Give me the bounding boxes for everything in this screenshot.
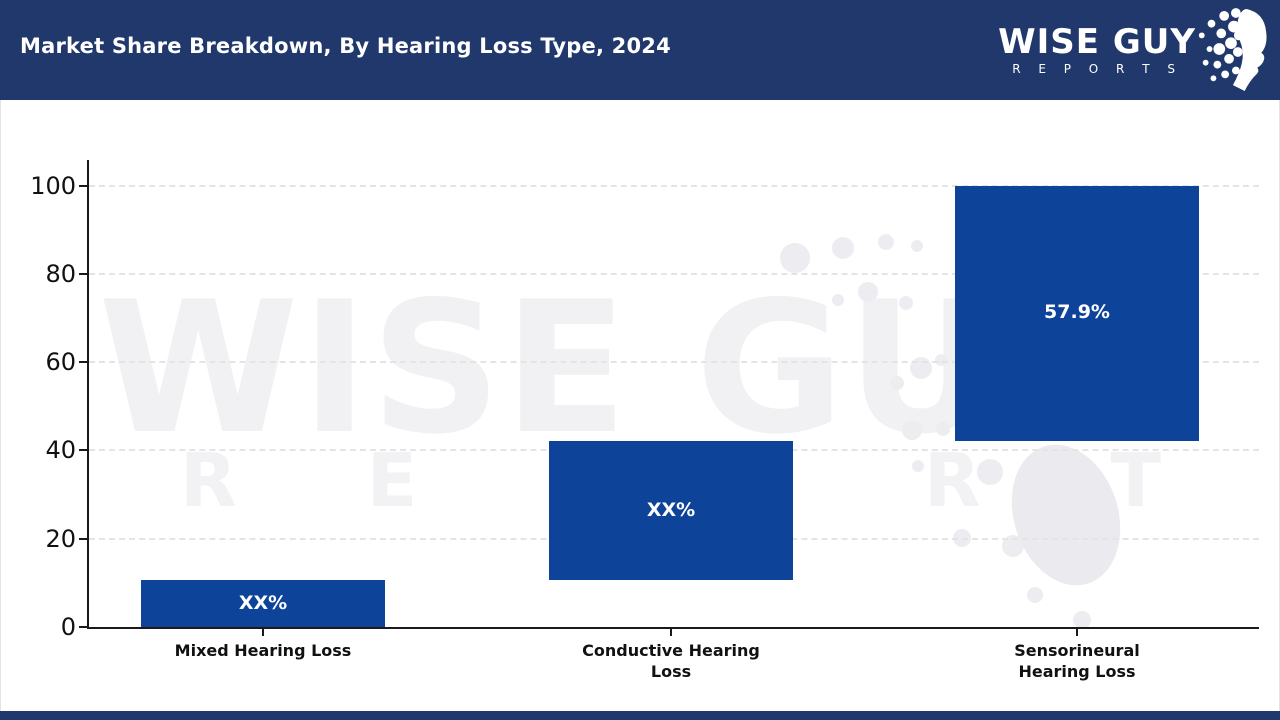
y-tick-label: 40 (45, 436, 76, 465)
y-tick-mark (79, 272, 87, 275)
y-tick-label: 20 (45, 524, 76, 553)
gridline (89, 272, 1259, 275)
y-axis (87, 160, 89, 629)
y-tick-mark (79, 537, 87, 540)
bar-value-label: 57.9% (1044, 301, 1110, 324)
logo-subtext: R E P O R T S (1012, 62, 1182, 76)
y-tick-mark (79, 184, 87, 187)
brand-logo: WISE GUY R E P O R T S (998, 6, 1270, 94)
x-axis (87, 627, 1259, 629)
x-tick-mark (1076, 629, 1078, 636)
x-tick-mark (670, 629, 672, 636)
y-tick-label: 80 (45, 259, 76, 288)
y-tick-label: 60 (45, 348, 76, 377)
bar-segment: XX% (549, 441, 793, 581)
category-label: Sensorineural Hearing Loss (1014, 641, 1140, 681)
footer-bar (0, 711, 1280, 720)
bar-segment: XX% (141, 580, 385, 627)
logo-wordmark: WISE GUY (998, 22, 1196, 62)
y-tick-mark (79, 449, 87, 452)
y-tick-mark (79, 626, 87, 628)
bar-value-label: XX% (646, 498, 696, 521)
category-label: Mixed Hearing Loss (174, 641, 352, 660)
y-tick-mark (79, 361, 87, 364)
logo-face-icon (1198, 8, 1267, 91)
y-tick-label: 0 (60, 613, 76, 641)
bar-value-label: XX% (238, 591, 288, 614)
gridline (89, 184, 1259, 187)
gridline (89, 361, 1259, 364)
x-tick-mark (262, 629, 264, 636)
header: Market Share Breakdown, By Hearing Loss … (0, 0, 1280, 100)
category-label: Conductive Hearing Loss (582, 641, 760, 681)
logo-text-block: WISE GUY R E P O R T S (998, 24, 1196, 76)
bar-segment: 57.9% (955, 185, 1199, 442)
chart-title: Market Share Breakdown, By Hearing Loss … (20, 34, 671, 58)
y-tick-label: 100 (30, 171, 76, 200)
